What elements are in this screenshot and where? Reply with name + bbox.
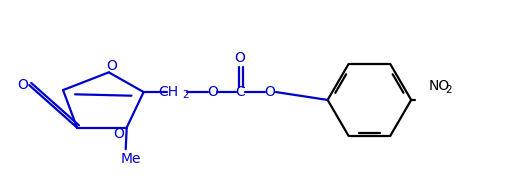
Text: Me: Me xyxy=(120,152,141,166)
Text: O: O xyxy=(265,85,276,99)
Text: O: O xyxy=(235,51,245,65)
Text: O: O xyxy=(17,78,28,92)
Text: O: O xyxy=(207,85,217,99)
Text: 2: 2 xyxy=(182,90,189,100)
Text: O: O xyxy=(113,127,124,141)
Text: NO: NO xyxy=(429,79,450,93)
Text: C: C xyxy=(235,85,245,99)
Text: O: O xyxy=(106,59,117,73)
Text: 2: 2 xyxy=(445,85,452,95)
Text: CH: CH xyxy=(158,85,179,99)
